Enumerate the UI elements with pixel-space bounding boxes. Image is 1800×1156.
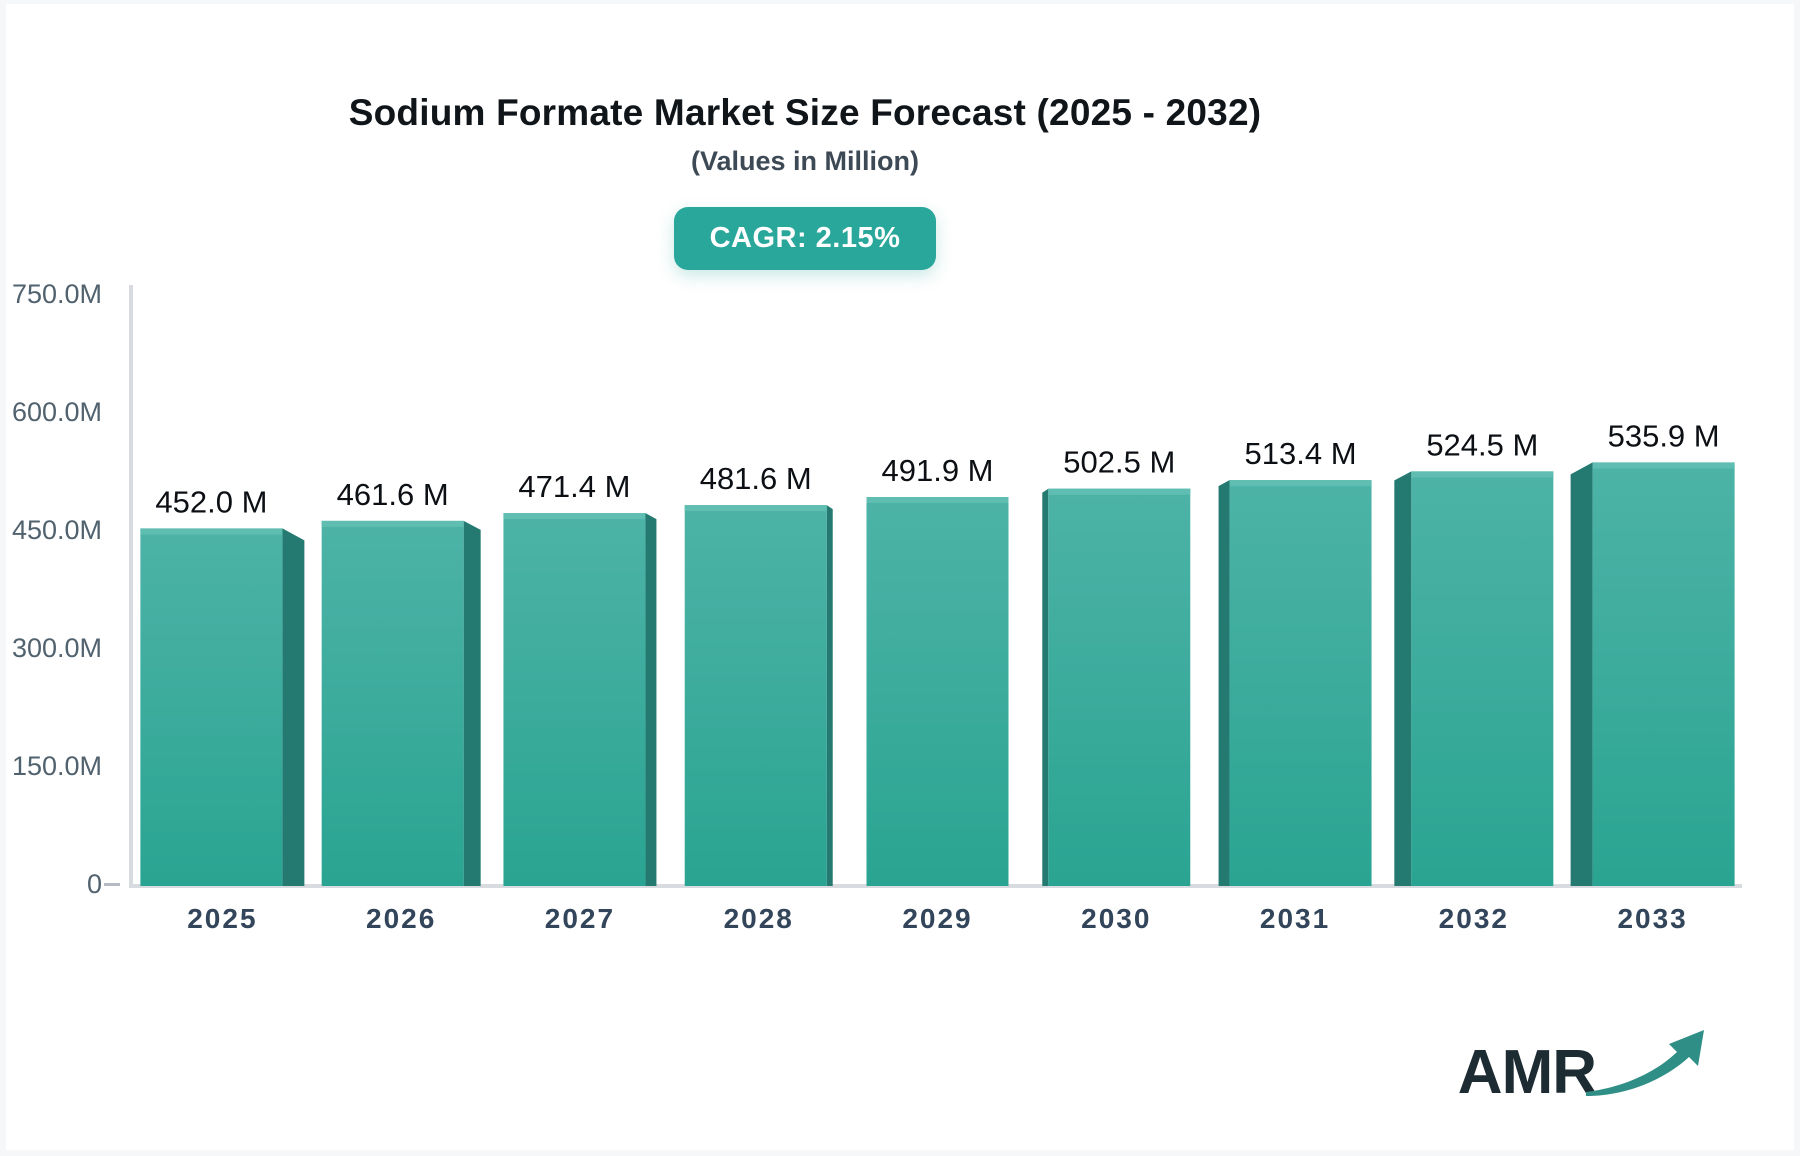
bar-top-face xyxy=(321,520,464,527)
x-axis-year-label: 2030 xyxy=(1081,903,1151,934)
bar-side-face xyxy=(1570,462,1593,886)
plot-area: 750.0M 600.0M 450.0M 300.0M 150.0M 0 452.0 M 20… xyxy=(12,279,1742,934)
chart-subtitle: (Values in Million) xyxy=(690,146,920,176)
y-tick-label: 150.0M xyxy=(12,751,102,781)
x-axis-year-label: 2033 xyxy=(1617,903,1687,934)
zero-tick-dash xyxy=(104,883,120,886)
bar-top-face xyxy=(503,513,646,520)
bar-value-label: 491.9 M xyxy=(881,453,993,488)
bar-front-face xyxy=(140,528,283,886)
amr-logo-arrow-icon xyxy=(1586,1030,1704,1096)
bar-group-2031 xyxy=(1218,480,1372,886)
bar-front-face xyxy=(684,505,827,886)
chart-header: Sodium Formate Market Size Forecast (202… xyxy=(0,92,1610,270)
y-tick-label: 300.0M xyxy=(12,633,102,663)
bar-value-label: 481.6 M xyxy=(700,461,812,496)
bar-top-face xyxy=(1592,462,1735,469)
bar-group-2033 xyxy=(1570,462,1735,886)
x-axis-year-label: 2026 xyxy=(366,903,436,934)
bar-top-face xyxy=(1411,471,1554,478)
bar-value-label: 535.9 M xyxy=(1608,418,1720,453)
bar-group-2027 xyxy=(503,513,657,886)
bar-front-face xyxy=(503,513,646,886)
bar-side-face xyxy=(1042,488,1049,886)
y-tick-label: 750.0M xyxy=(12,279,102,309)
bar-top-face xyxy=(1048,488,1191,495)
x-axis-year-label: 2031 xyxy=(1260,903,1330,934)
x-axis-year-label: 2029 xyxy=(902,903,972,934)
bar-group-2029 xyxy=(866,497,1009,886)
bar-group-2030 xyxy=(1042,488,1191,886)
chart-title: Sodium Formate Market Size Forecast (202… xyxy=(348,92,1262,133)
cagr-badge: CAGR: 2.15% xyxy=(673,207,937,270)
bar-front-face xyxy=(1592,462,1735,886)
y-tick-label: 600.0M xyxy=(12,397,102,427)
bar-front-face xyxy=(321,520,464,886)
bar-value-label: 513.4 M xyxy=(1245,436,1357,471)
bar-value-label: 524.5 M xyxy=(1426,427,1538,462)
bar-group-2032 xyxy=(1394,471,1554,886)
y-tick-label: 0 xyxy=(87,869,102,899)
bar-group-2025 xyxy=(140,528,305,886)
bar-front-face xyxy=(1411,471,1554,886)
x-axis-year-label: 2025 xyxy=(187,903,257,934)
bar-side-face xyxy=(1218,480,1230,886)
bar-top-face xyxy=(866,497,1009,504)
bar-side-face xyxy=(826,505,833,886)
arrow-swoosh xyxy=(1586,1030,1704,1096)
bar-front-face xyxy=(866,497,1009,886)
bar-side-face xyxy=(1394,471,1412,886)
amr-logo: AMR xyxy=(1458,1022,1712,1104)
bar-value-label: 452.0 M xyxy=(155,484,267,519)
x-axis-year-label: 2027 xyxy=(545,903,615,934)
bar-group-2026 xyxy=(321,520,481,886)
bar-top-face xyxy=(140,528,283,535)
amr-logo-text: AMR xyxy=(1457,1038,1597,1107)
x-axis-year-label: 2028 xyxy=(724,903,794,934)
x-axis-year-label: 2032 xyxy=(1439,903,1509,934)
bar-side-face xyxy=(282,528,305,886)
bar-top-face xyxy=(684,505,827,512)
bar-value-label: 461.6 M xyxy=(337,477,449,512)
bar-group-2028 xyxy=(684,505,833,886)
bar-front-face xyxy=(1229,480,1372,886)
bar-value-label: 502.5 M xyxy=(1063,445,1175,480)
y-axis-line xyxy=(129,285,133,887)
bar-top-face xyxy=(1229,480,1372,487)
bar-side-face xyxy=(645,513,657,886)
bar-value-label: 471.4 M xyxy=(518,469,630,504)
y-tick-label: 450.0M xyxy=(12,515,102,545)
bar-side-face xyxy=(463,520,481,886)
bar-front-face xyxy=(1048,488,1191,886)
